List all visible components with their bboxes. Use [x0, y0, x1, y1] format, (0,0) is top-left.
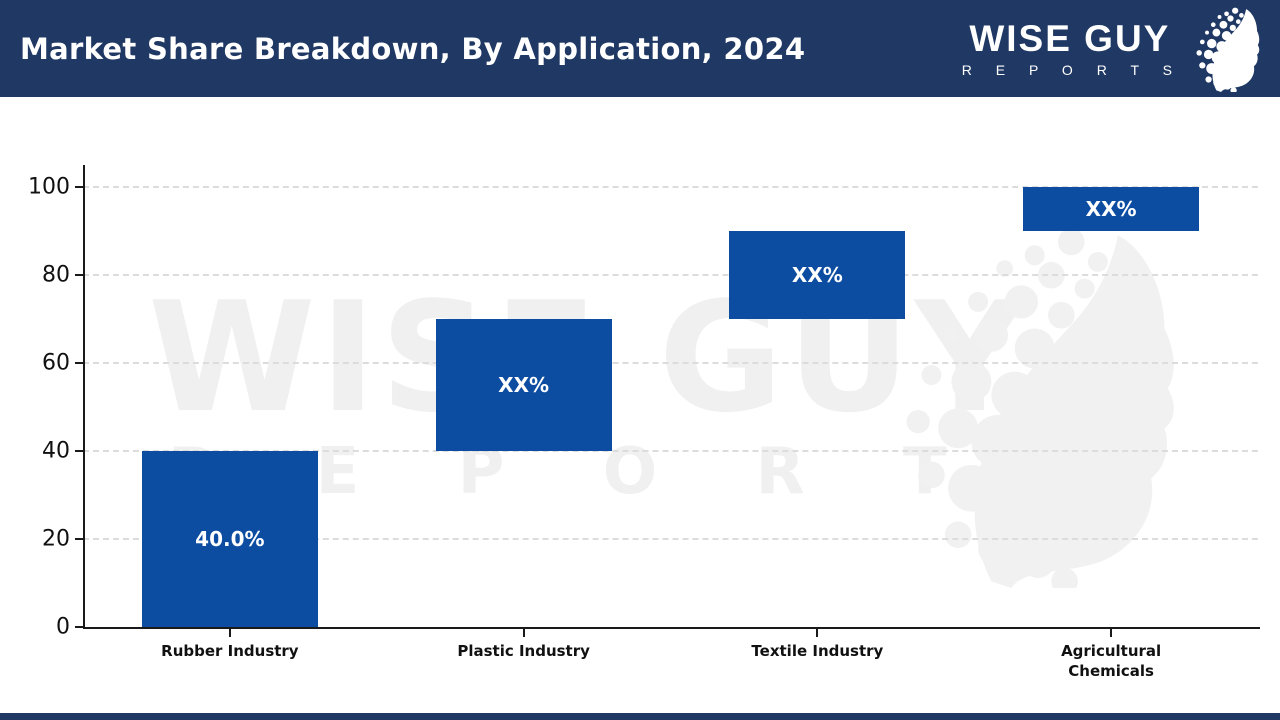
- y-tick-mark: [75, 274, 83, 276]
- x-category-label: Plastic Industry: [457, 642, 590, 660]
- y-tick-mark: [75, 362, 83, 364]
- y-tick-mark: [75, 538, 83, 540]
- gridline-20: [83, 538, 1258, 540]
- header-banner: Market Share Breakdown, By Application, …: [0, 0, 1280, 97]
- y-tick-label: 100: [28, 174, 70, 200]
- y-tick-mark: [75, 450, 83, 452]
- bar-rubber-industry: 40.0%: [141, 451, 318, 627]
- bar-value-label: XX%: [1085, 197, 1137, 221]
- footer-bar: [0, 713, 1280, 720]
- bar-value-label: XX%: [791, 263, 843, 287]
- wiseguy-head-icon: [1196, 7, 1260, 92]
- bar-plastic-industry: XX%: [435, 319, 612, 451]
- x-category-label: Textile Industry: [751, 642, 884, 660]
- x-axis-line: [83, 627, 1260, 629]
- y-axis-line: [83, 165, 85, 629]
- logo-wordmark-line1: WISE GUY: [969, 18, 1171, 59]
- x-category-label: Rubber Industry: [161, 642, 299, 660]
- x-category-label: Agricultural Chemicals: [1061, 642, 1162, 681]
- bar-value-label: XX%: [498, 373, 550, 397]
- wiseguy-logo: WISE GUY R E P O R T S: [958, 6, 1262, 92]
- y-tick-mark: [75, 626, 83, 628]
- y-tick-mark: [75, 186, 83, 188]
- logo-wordmark: WISE GUY R E P O R T S: [958, 20, 1182, 77]
- x-tick-mark: [228, 629, 231, 637]
- y-tick-label: 80: [42, 262, 70, 288]
- gridline-40: [83, 450, 1258, 452]
- y-tick-label: 40: [42, 438, 70, 464]
- x-tick-mark: [816, 629, 819, 637]
- gridline-60: [83, 362, 1258, 364]
- bar-textile-industry: XX%: [729, 231, 906, 319]
- x-tick-mark: [1110, 629, 1113, 637]
- y-tick-label: 60: [42, 350, 70, 376]
- gridline-80: [83, 274, 1258, 276]
- page-title: Market Share Breakdown, By Application, …: [20, 31, 806, 66]
- y-tick-label: 0: [56, 614, 70, 640]
- gridline-100: [83, 186, 1258, 188]
- bar-value-label: 40.0%: [195, 527, 265, 551]
- bar-agricultural-chemicals: XX%: [1023, 187, 1200, 231]
- x-tick-mark: [522, 629, 525, 637]
- logo-wordmark-line2: R E P O R T S: [961, 62, 1182, 78]
- y-tick-label: 20: [42, 526, 70, 552]
- watermark-head-icon: [906, 228, 1174, 588]
